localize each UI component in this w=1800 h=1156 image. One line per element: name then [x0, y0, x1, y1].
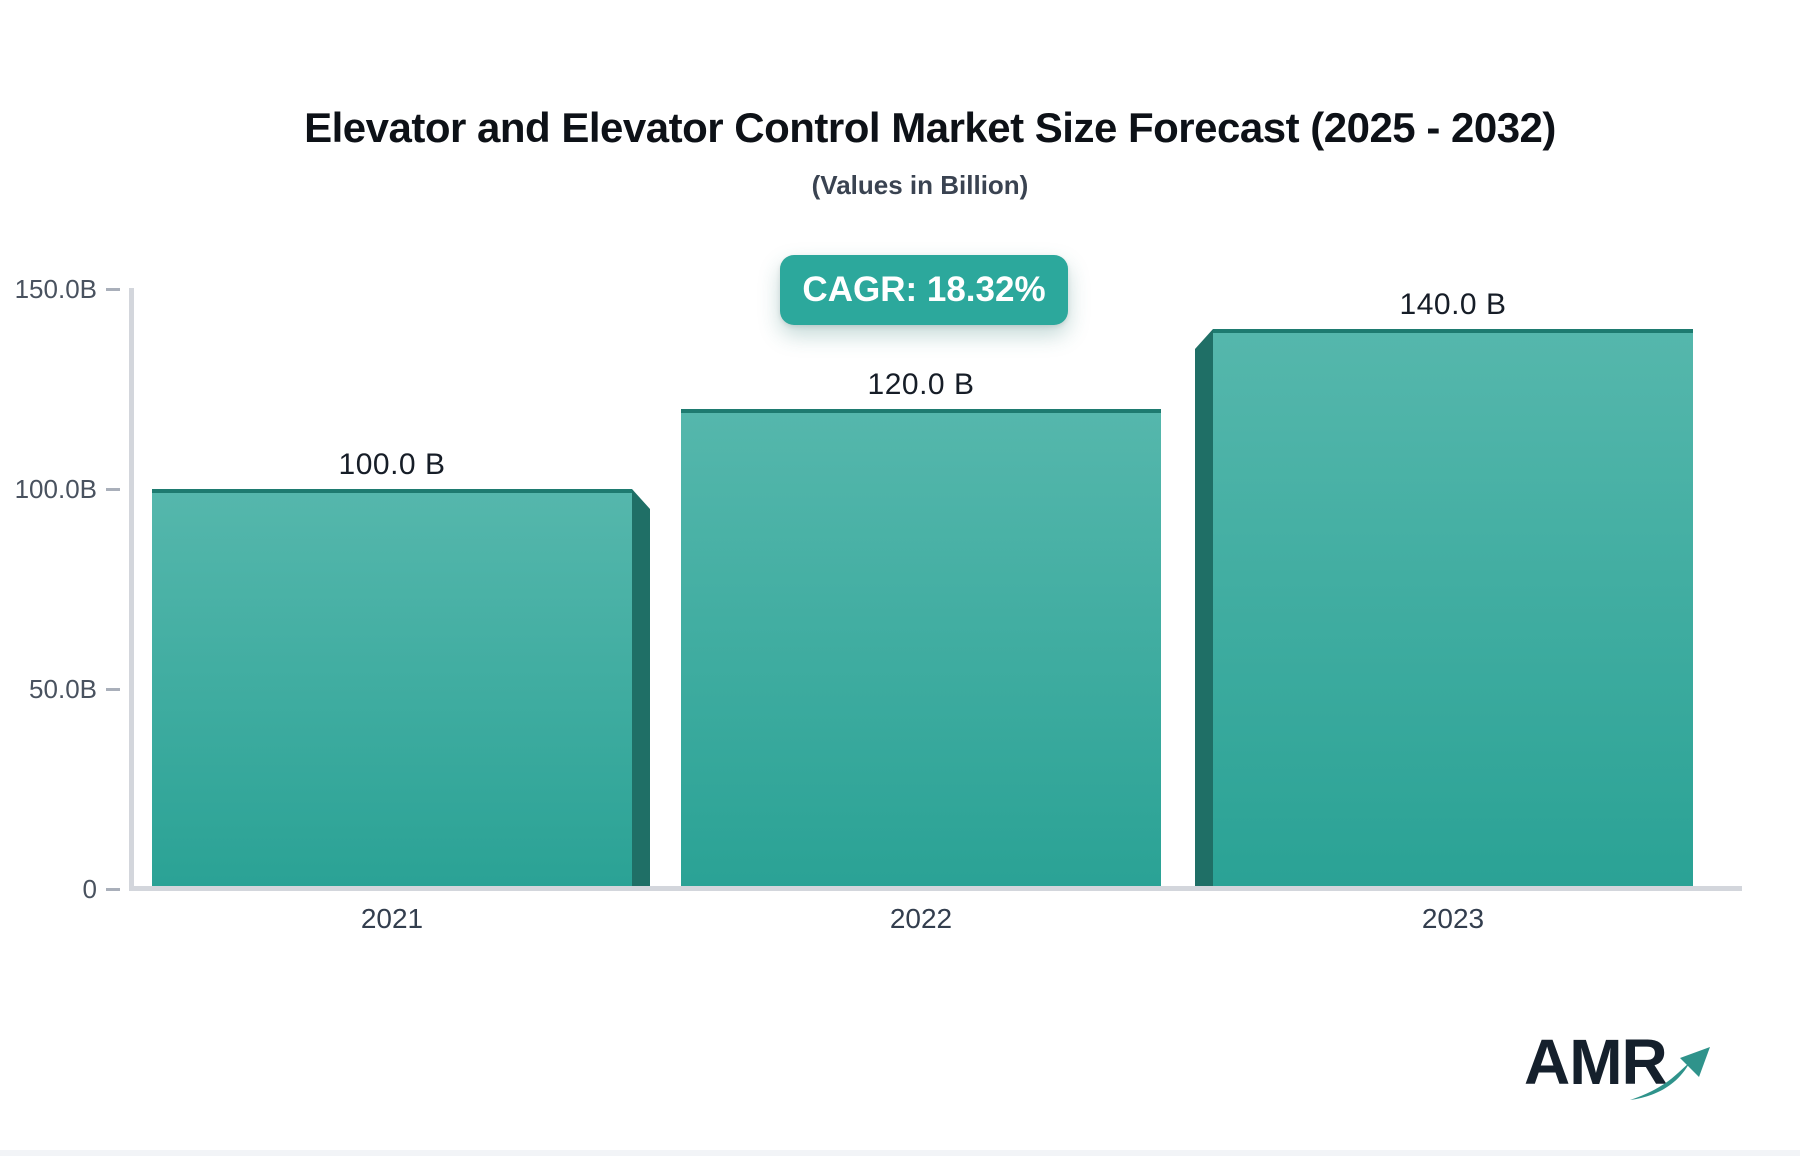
y-tick-label: 150.0B [14, 274, 97, 304]
x-category-label: 2022 [889, 903, 953, 934]
chart-title: Elevator and Elevator Control Market Siz… [304, 104, 1556, 151]
y-tick-dash [106, 688, 120, 691]
y-tick-label: 0 [82, 874, 97, 904]
chart-subtitle: (Values in Billion) [811, 170, 1029, 200]
growth-arrow-icon [1630, 1047, 1710, 1100]
bar-3d-side [632, 489, 650, 889]
y-axis-line [129, 288, 134, 891]
cagr-badge-label: CAGR: 18.32% [802, 270, 1046, 309]
bar-value-label: 140.0 B [1399, 288, 1507, 321]
x-axis-line [129, 886, 1742, 891]
cagr-badge: CAGR: 18.32% [780, 255, 1068, 325]
y-tick-dash [106, 488, 120, 491]
bar-2021 [152, 489, 632, 889]
y-tick-dash [106, 288, 120, 291]
bar-value-label: 120.0 B [867, 368, 975, 401]
brand-logo-text: AMR [1524, 1026, 1668, 1098]
y-tick-label: 100.0B [14, 474, 97, 504]
bottom-divider [0, 1150, 1800, 1156]
x-category-label: 2023 [1421, 903, 1485, 934]
bar-3d-side [1195, 329, 1213, 889]
bar-2023 [1213, 329, 1693, 889]
brand-logo: AMR [1524, 1030, 1714, 1110]
x-category-label: 2021 [360, 903, 424, 934]
y-tick-label: 50.0B [29, 674, 97, 704]
bar-2022 [681, 409, 1161, 889]
y-tick-dash [106, 888, 120, 891]
bar-value-label: 100.0 B [338, 448, 446, 481]
